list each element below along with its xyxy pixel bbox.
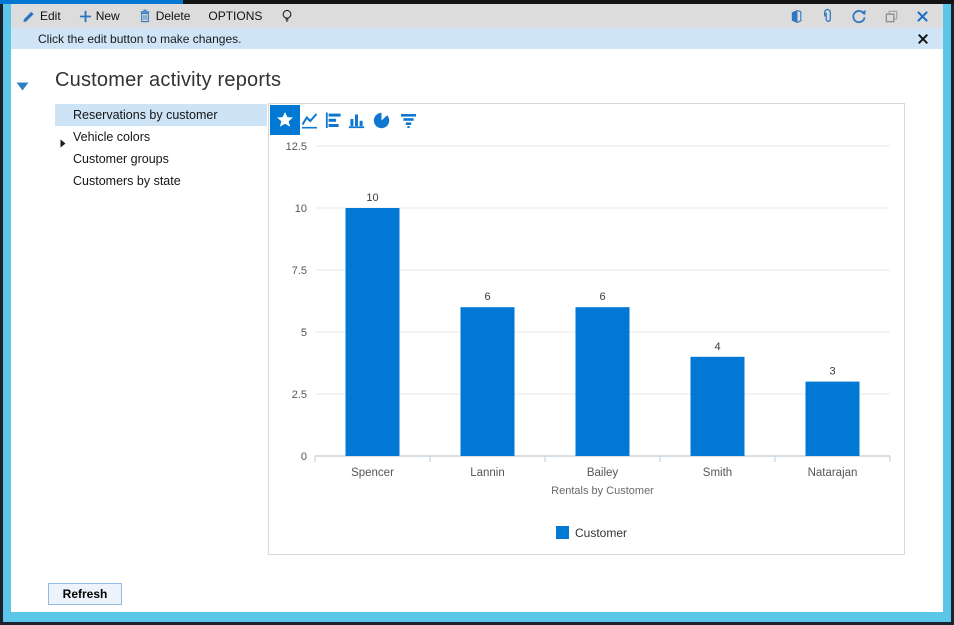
bar-value-label: 6 (599, 291, 605, 303)
chart-panel: 0 2.5 5 7.5 10 12.5 10 Spencer 6 Lannin 6 Bailey 4 Sm… (268, 103, 905, 555)
sidebar-item-label: Reservations by customer (73, 108, 218, 122)
notification-close-button[interactable] (915, 31, 930, 46)
window-top-border (0, 0, 954, 4)
options-label: OPTIONS (208, 9, 263, 23)
sidebar-item-customer-groups[interactable]: Customer groups (55, 148, 267, 170)
star-icon (277, 112, 293, 127)
delete-button[interactable]: Delete (138, 9, 191, 23)
sidebar-item-vehicle-colors[interactable]: Vehicle colors (55, 126, 267, 148)
chart-type-line-button[interactable] (300, 111, 318, 129)
chart-type-hbar-button[interactable] (324, 111, 342, 129)
sidebar-item-customers-by-state[interactable]: Customers by state (55, 170, 267, 192)
loading-progress-bar (0, 0, 183, 4)
y-tick-label: 12.5 (286, 141, 307, 153)
column-chart-icon (348, 114, 364, 128)
new-button[interactable]: New (79, 9, 120, 23)
chart-bar[interactable] (575, 307, 630, 456)
plus-icon (79, 10, 92, 23)
hbar-chart-icon (325, 112, 341, 128)
window-frame-left (3, 4, 11, 622)
chart-bar[interactable] (345, 208, 400, 456)
chart-type-funnel-button[interactable] (399, 111, 417, 129)
y-tick-label: 7.5 (292, 265, 307, 277)
y-tick-label: 2.5 (292, 389, 307, 401)
edit-label: Edit (40, 9, 61, 23)
trash-icon (138, 9, 152, 23)
window-frame-right (943, 4, 951, 622)
notification-text: Click the edit button to make changes. (38, 31, 242, 46)
refresh-page-button[interactable] (851, 8, 867, 24)
sidebar-item-label: Customers by state (73, 174, 181, 188)
y-tick-label: 5 (301, 327, 307, 339)
pie-chart-icon (373, 112, 389, 128)
attachments-button[interactable] (821, 8, 834, 24)
refresh-icon (852, 10, 866, 24)
x-category-label: Spencer (351, 467, 394, 479)
filter-icon[interactable] (16, 78, 29, 96)
x-category-label: Smith (703, 467, 732, 479)
bar-value-label: 3 (829, 366, 835, 378)
bar-value-label: 6 (484, 291, 490, 303)
chart-bar[interactable] (690, 356, 745, 456)
page-content: Customer activity reports Reservations b… (11, 49, 943, 612)
legend-swatch (556, 526, 569, 539)
notification-bar: Click the edit button to make changes. (11, 28, 943, 49)
lightbulb-icon (280, 9, 294, 24)
x-category-label: Lannin (470, 467, 505, 479)
legend-label: Customer (575, 526, 627, 540)
funnel-chart-icon (400, 113, 416, 128)
edit-button[interactable]: Edit (22, 9, 61, 23)
x-category-label: Bailey (587, 467, 619, 479)
chart-type-pie-button[interactable] (372, 111, 390, 129)
lightbulb-button[interactable] (280, 9, 294, 24)
line-chart-icon (301, 112, 317, 128)
popout-button[interactable] (884, 9, 899, 24)
refresh-button[interactable]: Refresh (48, 583, 122, 605)
chart-bar[interactable] (805, 381, 860, 456)
window-frame-bottom (3, 612, 951, 622)
toolbar: Edit New Delete OPTIONS (11, 4, 943, 28)
bar-value-label: 4 (714, 341, 720, 353)
dynamics-icon (791, 9, 802, 23)
sidebar-item-reservations-by-customer[interactable]: Reservations by customer (55, 104, 267, 126)
paperclip-icon (824, 8, 831, 22)
pencil-icon (22, 9, 36, 23)
popout-icon (885, 10, 898, 22)
y-tick-label: 0 (301, 451, 307, 463)
x-axis-title: Rentals by Customer (551, 485, 654, 497)
expand-icon[interactable] (60, 133, 66, 155)
y-tick-label: 10 (295, 203, 307, 215)
page-title: Customer activity reports (55, 69, 282, 91)
bar-value-label: 10 (366, 192, 378, 204)
delete-label: Delete (155, 9, 191, 23)
sidebar-item-label: Customer groups (73, 152, 169, 166)
dynamics-home-button[interactable] (789, 9, 804, 24)
sidebar-item-label: Vehicle colors (73, 130, 151, 144)
close-icon (917, 10, 928, 22)
x-category-label: Natarajan (808, 467, 858, 479)
report-list: Reservations by customer Vehicle colors … (55, 104, 267, 192)
chart-bar[interactable] (460, 307, 515, 456)
new-label: New (95, 9, 120, 23)
close-window-button[interactable] (916, 10, 929, 23)
close-icon (917, 33, 928, 44)
options-button[interactable]: OPTIONS (208, 9, 262, 23)
chart-type-column-button[interactable] (347, 111, 365, 129)
chart-type-star-button[interactable] (270, 105, 300, 135)
bar-chart: 0 2.5 5 7.5 10 12.5 10 Spencer 6 Lannin 6 Bailey 4 Sm… (286, 141, 891, 540)
